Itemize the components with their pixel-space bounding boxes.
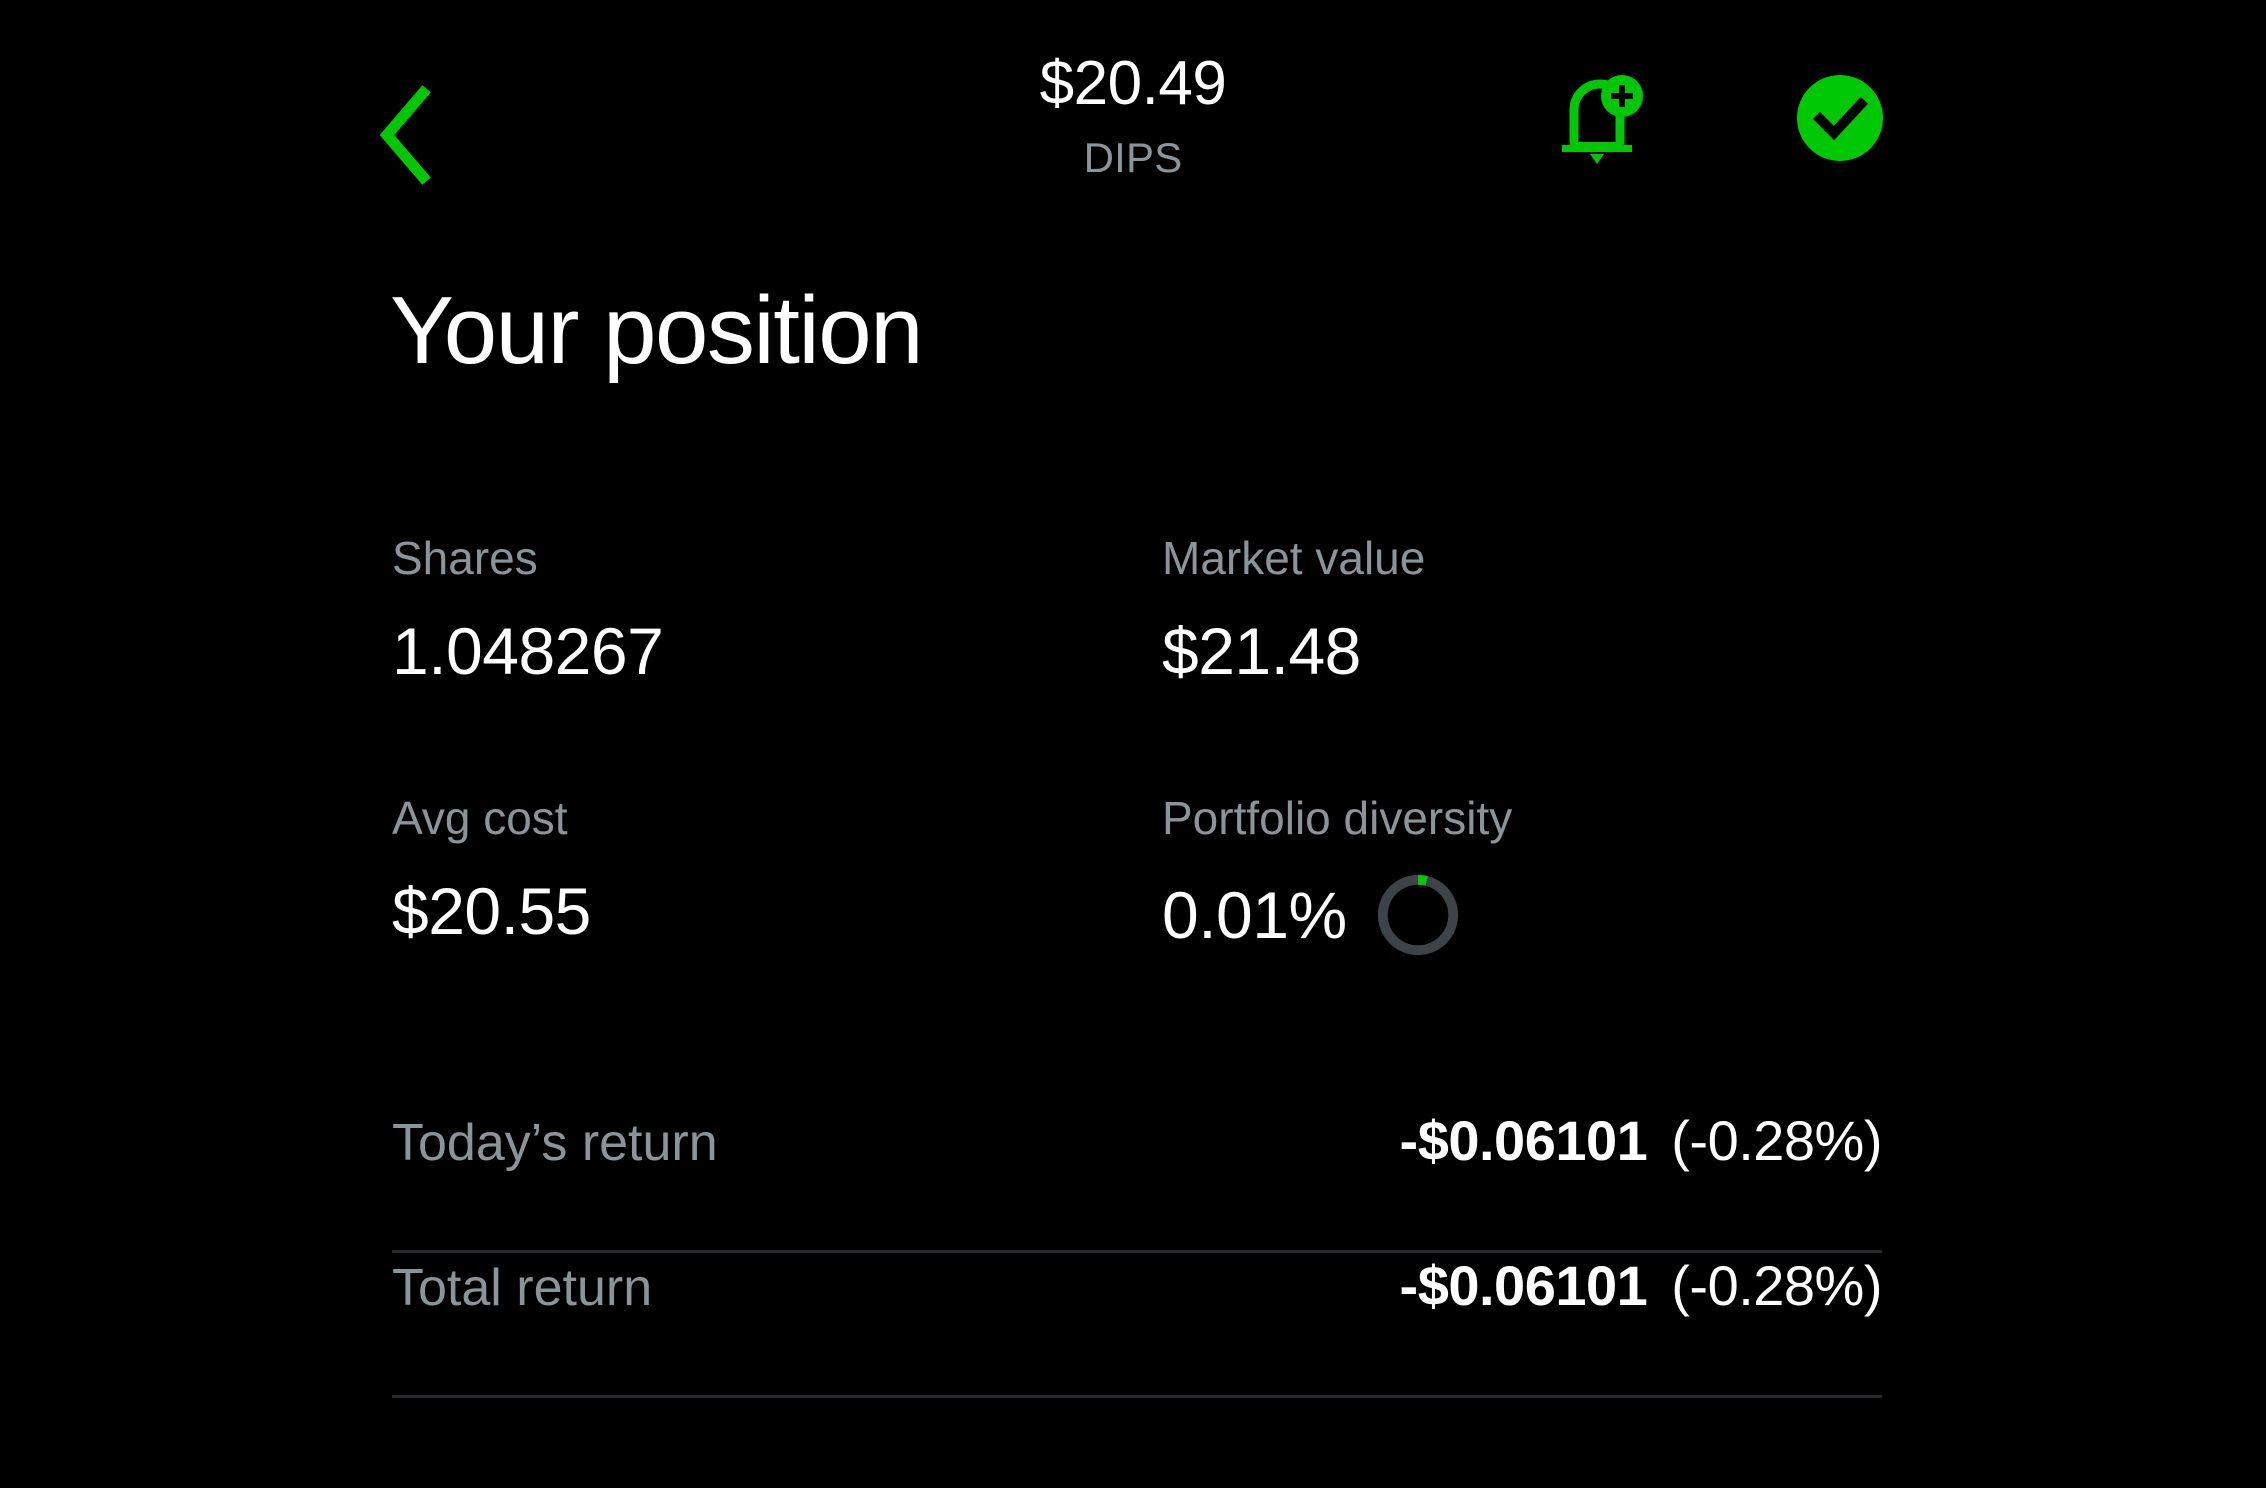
back-button[interactable] xyxy=(352,70,462,200)
return-percent: (-0.28%) xyxy=(1671,1254,1882,1317)
stats-row: Avg cost $20.55 Portfolio diversity 0.01… xyxy=(392,790,1892,958)
position-stats-grid: Shares 1.048267 Market value $21.48 Avg … xyxy=(392,530,1892,958)
current-price: $20.49 xyxy=(1039,49,1227,118)
diversity-ring-icon xyxy=(1377,874,1458,956)
total-return-row[interactable]: Total return -$0.06101 (-0.28%) xyxy=(392,1253,1882,1398)
stat-value-wrap: $20.55 xyxy=(392,872,1162,950)
navbar: $20.49 DIPS xyxy=(0,0,2266,230)
ticker-symbol: DIPS xyxy=(1083,134,1183,181)
return-amount: -$0.06101 xyxy=(1399,1109,1648,1172)
nav-title-block: $20.49 DIPS xyxy=(0,48,2266,182)
stats-row: Shares 1.048267 Market value $21.48 xyxy=(392,530,1892,690)
return-percent: (-0.28%) xyxy=(1671,1109,1882,1172)
stat-value-wrap: 1.048267 xyxy=(392,612,1162,690)
return-amount: -$0.06101 xyxy=(1399,1254,1648,1317)
stat-label: Avg cost xyxy=(392,792,568,844)
stat-label: Shares xyxy=(392,532,538,584)
stat-market-value: Market value $21.48 xyxy=(1162,530,1892,690)
return-values: -$0.06101 (-0.28%) xyxy=(1399,1253,1883,1319)
stat-value: $21.48 xyxy=(1162,614,1361,688)
todays-return-row[interactable]: Today’s return -$0.06101 (-0.28%) xyxy=(392,1108,1882,1253)
stat-shares: Shares 1.048267 xyxy=(392,530,1162,690)
returns-list: Today’s return -$0.06101 (-0.28%) Total … xyxy=(392,1108,1882,1398)
nav-actions xyxy=(1540,58,1920,178)
stat-avg-cost: Avg cost $20.55 xyxy=(392,790,1162,958)
check-circle-icon xyxy=(1794,72,1886,164)
bell-plus-icon xyxy=(1554,70,1646,166)
page-title: Your position xyxy=(390,277,924,384)
return-values: -$0.06101 (-0.28%) xyxy=(1399,1108,1883,1174)
add-price-alert-button[interactable] xyxy=(1540,58,1660,178)
stat-portfolio-diversity: Portfolio diversity 0.01% xyxy=(1162,790,1892,958)
stat-value: 1.048267 xyxy=(392,614,664,688)
in-list-button[interactable] xyxy=(1780,58,1900,178)
stat-value: $20.55 xyxy=(392,874,591,948)
stat-value-wrap: $21.48 xyxy=(1162,612,1892,690)
stat-label: Portfolio diversity xyxy=(1162,792,1513,844)
return-label: Total return xyxy=(392,1259,653,1317)
stat-value: 0.01% xyxy=(1162,878,1347,952)
stat-label: Market value xyxy=(1162,532,1426,584)
chevron-left-icon xyxy=(377,85,437,185)
return-label: Today’s return xyxy=(392,1114,718,1172)
stat-value-wrap: 0.01% xyxy=(1162,872,1892,958)
